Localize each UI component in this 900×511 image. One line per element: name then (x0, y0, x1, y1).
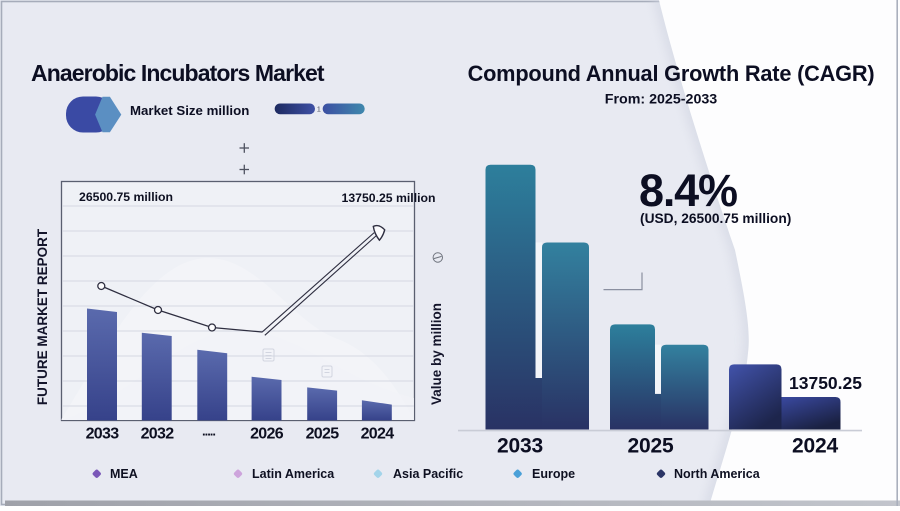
svg-text:1: 1 (317, 105, 321, 114)
svg-text:13750.25: 13750.25 (789, 373, 862, 393)
svg-text:2033: 2033 (86, 426, 120, 443)
svg-text:.....: ..... (202, 424, 215, 439)
svg-text:Europe: Europe (532, 467, 575, 481)
svg-text:2025: 2025 (306, 426, 340, 443)
svg-text:Value by million: Value by million (429, 303, 444, 405)
svg-text:2032: 2032 (141, 426, 175, 443)
svg-text:(USD, 26500.75 million): (USD, 26500.75 million) (640, 211, 791, 226)
svg-text:2024: 2024 (361, 426, 395, 443)
svg-text:8.4%: 8.4% (639, 165, 737, 216)
svg-text:13750.25 million: 13750.25 million (342, 191, 436, 205)
svg-text:2033: 2033 (497, 435, 543, 458)
svg-text:From: 2025-2033: From: 2025-2033 (605, 92, 718, 108)
svg-text:FUTURE MARKET REPORT: FUTURE MARKET REPORT (35, 228, 50, 405)
svg-text:2025: 2025 (628, 435, 674, 458)
svg-text:Asia Pacific: Asia Pacific (393, 467, 463, 481)
svg-text:Anaerobic Incubators Market: Anaerobic Incubators Market (31, 60, 325, 86)
svg-text:MEA: MEA (110, 467, 138, 481)
svg-text:2026: 2026 (250, 426, 284, 443)
svg-text:Latin America: Latin America (252, 467, 335, 481)
svg-text:2024: 2024 (792, 435, 838, 458)
svg-text:Market Size million: Market Size million (130, 103, 249, 118)
svg-text:Compound Annual Growth Rate (C: Compound Annual Growth Rate (CAGR) (468, 61, 875, 86)
svg-text:26500.75 million: 26500.75 million (79, 190, 173, 204)
svg-text:North America: North America (674, 467, 761, 481)
